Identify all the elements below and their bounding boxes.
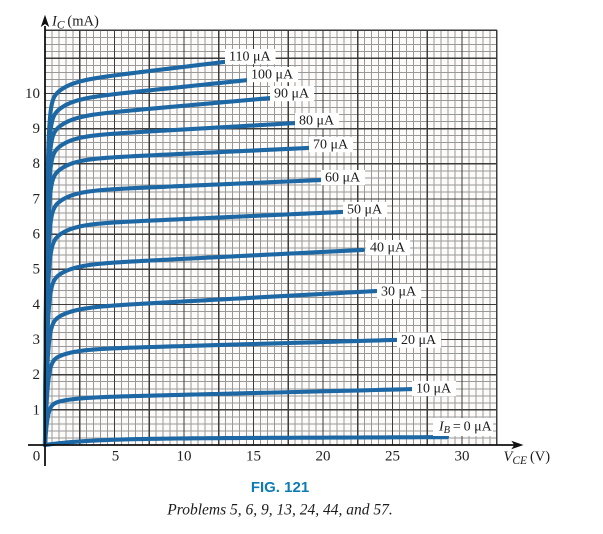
svg-text:10: 10 [177,449,192,465]
svg-text:10: 10 [25,86,40,102]
svg-text:25: 25 [385,449,400,465]
svg-text:2: 2 [33,367,41,383]
svg-text:40 μA: 40 μA [370,241,406,256]
svg-text:30 μA: 30 μA [381,285,417,300]
svg-text:5: 5 [112,449,120,465]
svg-text:0: 0 [33,449,41,465]
svg-text:3: 3 [33,332,41,348]
svg-text:5: 5 [33,262,41,278]
svg-text:80 μA: 80 μA [299,114,335,129]
svg-text:90 μA: 90 μA [274,87,310,102]
svg-text:Problems 5, 6, 9, 13, 24, 44,: Problems 5, 6, 9, 13, 24, 44, and 57. [166,502,392,519]
svg-text:60 μA: 60 μA [325,171,361,186]
svg-text:15: 15 [246,449,261,465]
svg-text:IB = 0 μA: IB = 0 μA [438,420,493,437]
svg-text:8: 8 [33,156,41,172]
svg-text:20 μA: 20 μA [401,333,437,348]
svg-text:110 μA: 110 μA [229,50,271,65]
svg-text:6: 6 [33,227,41,243]
svg-text:100 μA: 100 μA [251,68,294,83]
svg-text:VCE (V): VCE (V) [504,449,551,467]
svg-text:30: 30 [455,449,470,465]
svg-text:9: 9 [33,121,41,137]
svg-text:50 μA: 50 μA [347,203,383,218]
svg-text:20: 20 [316,449,331,465]
svg-text:FIG. 121: FIG. 121 [251,479,309,496]
svg-text:1: 1 [33,402,41,418]
svg-text:10 μA: 10 μA [416,382,452,397]
svg-text:4: 4 [33,297,41,313]
svg-text:7: 7 [33,191,41,207]
svg-text:70 μA: 70 μA [313,138,349,153]
